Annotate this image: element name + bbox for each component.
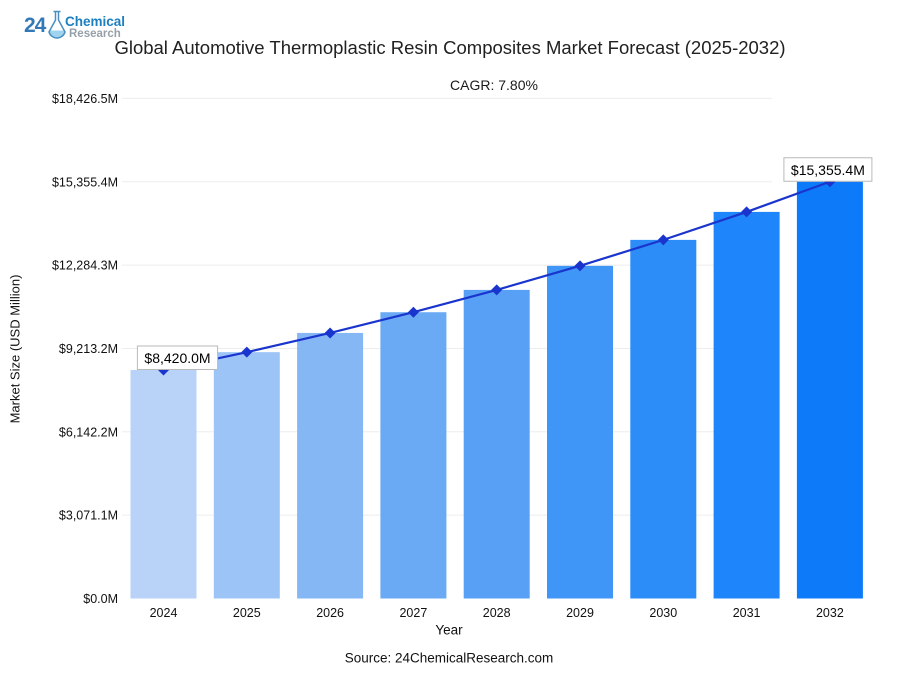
bar-2024 xyxy=(130,369,197,599)
marker-2030 xyxy=(657,234,669,246)
logo-24: 24 xyxy=(24,14,46,37)
data-label-text: $15,355.4M xyxy=(791,162,865,178)
data-label-box xyxy=(783,157,873,182)
chart-subtitle: CAGR: 7.80% xyxy=(450,77,538,93)
bar-2028 xyxy=(463,289,530,599)
y-tick-label: $9,213.2M xyxy=(59,342,118,356)
y-tick-label: $0.0M xyxy=(83,592,118,606)
y-tick-label: $12,284.3M xyxy=(52,259,118,273)
bar-2029 xyxy=(547,265,613,599)
marker-2027 xyxy=(407,306,419,318)
marker-2025 xyxy=(241,346,253,358)
data-label-box xyxy=(136,345,219,370)
marker-2029 xyxy=(574,260,586,272)
y-tick-label: $6,142.2M xyxy=(59,425,118,439)
x-axis-title: Year xyxy=(435,622,463,638)
chart-title: Global Automotive Thermoplastic Resin Co… xyxy=(114,37,786,58)
logo-chemical: Chemical xyxy=(65,14,126,29)
x-tick-label: 2032 xyxy=(816,606,844,620)
source-caption: Source: 24ChemicalResearch.com xyxy=(344,650,554,666)
flask-icon xyxy=(44,10,70,45)
logo: 24 Chemical Research xyxy=(24,10,144,52)
y-tick-label: $15,355.4M xyxy=(52,175,118,189)
x-tick-label: 2025 xyxy=(233,606,261,620)
x-tick-label: 2026 xyxy=(316,606,344,620)
x-tick-label: 2024 xyxy=(150,606,178,620)
x-tick-label: 2029 xyxy=(566,606,594,620)
marker-2028 xyxy=(491,284,503,296)
y-tick-label: $3,071.1M xyxy=(59,509,118,523)
marker-2026 xyxy=(324,327,336,339)
x-tick-label: 2031 xyxy=(733,606,761,620)
bar-2027 xyxy=(380,312,447,599)
bar-2026 xyxy=(297,332,364,599)
y-tick-label: $18,426.5M xyxy=(52,92,118,106)
x-tick-label: 2027 xyxy=(399,606,427,620)
data-label-text: $8,420.0M xyxy=(144,350,210,366)
x-tick-label: 2030 xyxy=(649,606,677,620)
bar-2025 xyxy=(213,352,280,599)
bar-2030 xyxy=(630,239,697,599)
bar-2032 xyxy=(796,181,863,599)
x-tick-label: 2028 xyxy=(483,606,511,620)
marker-2031 xyxy=(741,206,753,218)
bar-2031 xyxy=(713,211,780,599)
logo-research: Research xyxy=(69,28,121,40)
